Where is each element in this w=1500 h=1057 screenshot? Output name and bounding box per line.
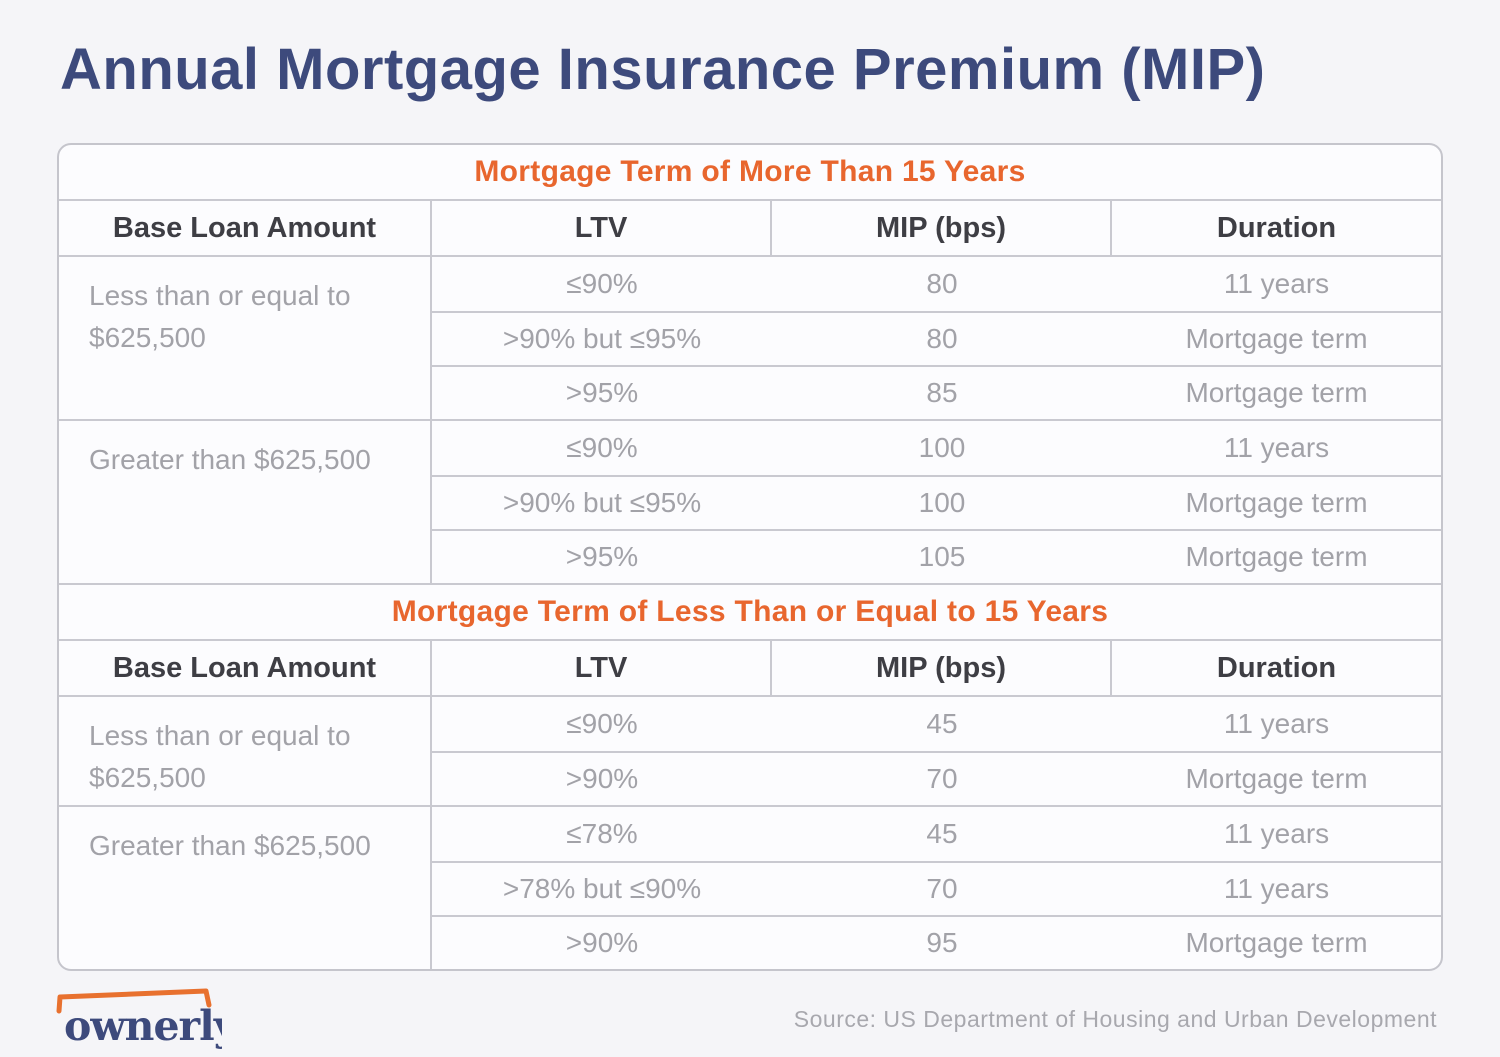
column-header-base-loan: Base Loan Amount bbox=[59, 641, 432, 695]
duration-cell: Mortgage term bbox=[1112, 475, 1441, 529]
mip-cell: 45 bbox=[926, 818, 958, 849]
source-attribution: Source: US Department of Housing and Urb… bbox=[793, 1006, 1437, 1032]
mip-cell: 80 bbox=[772, 311, 1112, 365]
ltv-cell: ≤90% bbox=[566, 268, 638, 299]
duration-cell: 11 years bbox=[1223, 268, 1330, 299]
section-title-more-than-15: Mortgage Term of More Than 15 Years bbox=[59, 145, 1441, 201]
column-header-duration: Duration bbox=[1216, 651, 1337, 684]
ltv-cell: ≤90% bbox=[566, 432, 638, 463]
mip-cell: 70 bbox=[772, 861, 1112, 915]
base-loan-cell: Less than or equal to $625,500 bbox=[59, 697, 432, 805]
ltv-cell: >90% bbox=[432, 751, 772, 805]
duration-cell: Mortgage term bbox=[1112, 365, 1441, 419]
ownerly-logo: ownerly bbox=[56, 988, 222, 1050]
column-header-duration: Duration bbox=[1216, 211, 1337, 244]
duration-cell: Mortgage term bbox=[1112, 529, 1441, 583]
column-header-base-loan: Base Loan Amount bbox=[59, 201, 432, 255]
duration-cell: 11 years bbox=[1223, 708, 1330, 739]
column-header-ltv: LTV bbox=[432, 201, 772, 255]
ltv-cell: ≤78% bbox=[566, 818, 638, 849]
base-loan-cell: Less than or equal to $625,500 bbox=[59, 257, 432, 419]
mip-cell: 85 bbox=[772, 365, 1112, 419]
table-group: Greater than $625,500 ≤78% 45 11 years >… bbox=[59, 807, 1441, 969]
ltv-cell: >90% but ≤95% bbox=[432, 475, 772, 529]
table-group: Less than or equal to $625,500 ≤90% 80 1… bbox=[59, 257, 1441, 421]
ltv-cell: >90% but ≤95% bbox=[432, 311, 772, 365]
mip-cell: 105 bbox=[772, 529, 1112, 583]
mip-cell: 45 bbox=[926, 708, 958, 739]
mip-cell: 70 bbox=[772, 751, 1112, 805]
mip-table: Mortgage Term of More Than 15 Years Base… bbox=[57, 143, 1443, 971]
roof-icon bbox=[56, 988, 212, 1014]
mip-cell: 80 bbox=[926, 268, 958, 299]
ltv-cell: >95% bbox=[432, 529, 772, 583]
duration-cell: Mortgage term bbox=[1112, 311, 1441, 365]
ltv-cell: >95% bbox=[432, 365, 772, 419]
ltv-cell: >78% but ≤90% bbox=[432, 861, 772, 915]
ltv-cell: ≤90% bbox=[566, 708, 638, 739]
mip-cell: 100 bbox=[772, 475, 1112, 529]
brand-name: ownerly bbox=[64, 1002, 222, 1050]
page-title: Annual Mortgage Insurance Premium (MIP) bbox=[60, 37, 1266, 102]
column-header-ltv: LTV bbox=[432, 641, 772, 695]
column-header-mip: MIP (bps) bbox=[772, 641, 1112, 695]
base-loan-cell: Greater than $625,500 bbox=[59, 807, 432, 969]
ltv-cell: >90% bbox=[432, 915, 772, 969]
column-header-row: Base Loan Amount LTV MIP (bps) Duration bbox=[59, 641, 1441, 697]
section-title-less-than-15: Mortgage Term of Less Than or Equal to 1… bbox=[59, 585, 1441, 641]
mip-cell: 95 bbox=[772, 915, 1112, 969]
duration-cell: 11 years bbox=[1223, 818, 1330, 849]
mip-cell: 100 bbox=[918, 432, 966, 463]
duration-cell: 11 years bbox=[1112, 861, 1441, 915]
duration-cell: Mortgage term bbox=[1112, 751, 1441, 805]
duration-cell: Mortgage term bbox=[1112, 915, 1441, 969]
table-group: Greater than $625,500 ≤90% 100 11 years … bbox=[59, 421, 1441, 585]
table-group: Less than or equal to $625,500 ≤90% 45 1… bbox=[59, 697, 1441, 807]
duration-cell: 11 years bbox=[1223, 432, 1330, 463]
column-header-mip: MIP (bps) bbox=[772, 201, 1112, 255]
base-loan-cell: Greater than $625,500 bbox=[59, 421, 432, 583]
column-header-row: Base Loan Amount LTV MIP (bps) Duration bbox=[59, 201, 1441, 257]
